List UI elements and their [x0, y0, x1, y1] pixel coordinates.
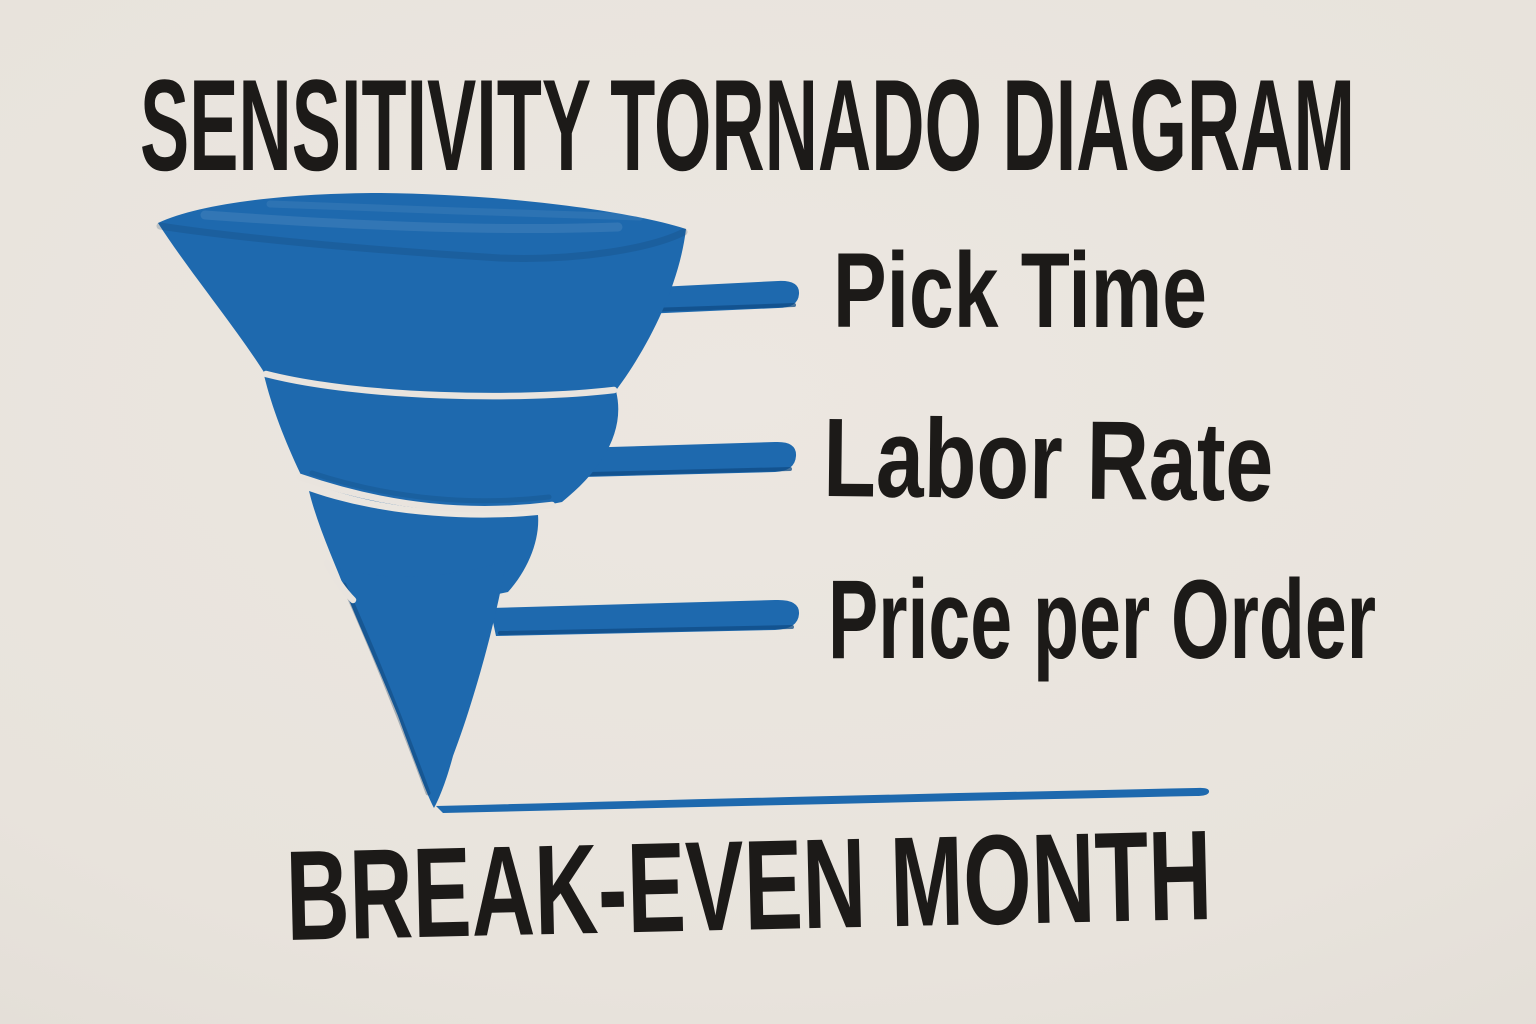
- factor-label-pick-time: Pick Time: [833, 230, 1207, 350]
- tier-2-bottom-shade: [309, 470, 552, 504]
- page-title: SENSITIVITY TORNADO DIAGRAM: [140, 52, 1355, 198]
- connector-bar-pick-time-shade: [648, 303, 796, 312]
- funnel-gap-1: [262, 370, 618, 400]
- funnel-illustration: [156, 193, 1210, 813]
- funnel-cone: [337, 561, 506, 808]
- axis-label-break-even-month: BREAK-EVEN MONTH: [284, 804, 1213, 968]
- funnel-tier-2: [264, 375, 619, 511]
- break-even-axis-line: [436, 787, 1210, 813]
- factor-label-labor-rate: Labor Rate: [823, 395, 1274, 525]
- factor-label-price-per-order: Price per Order: [828, 557, 1376, 682]
- cone-left-edge-shade: [341, 582, 431, 796]
- tier-1-rim-highlight-2: [266, 200, 644, 221]
- connector-bar-labor-rate-shade: [588, 467, 792, 476]
- funnel-gap-3: [323, 559, 357, 604]
- funnel-tier-1: [158, 193, 686, 399]
- tier-1-rim-highlight: [200, 210, 623, 234]
- tier-1-rim-lip-shade: [156, 222, 688, 262]
- funnel-gap-2: [296, 473, 556, 513]
- connector-bar-price-per-order-shade: [498, 625, 794, 635]
